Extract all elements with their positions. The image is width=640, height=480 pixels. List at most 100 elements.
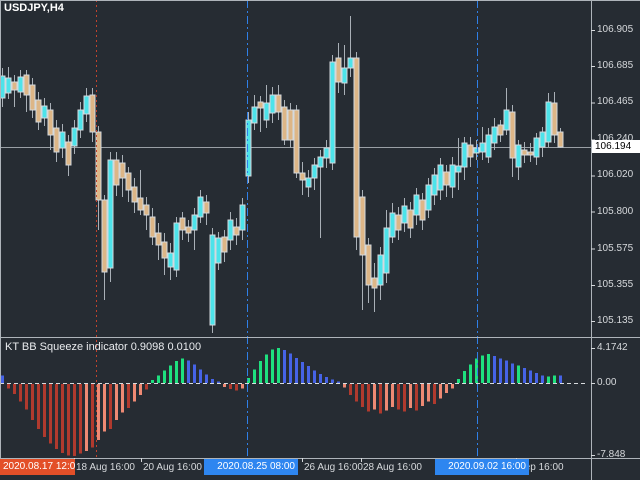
histogram-bar bbox=[37, 384, 40, 429]
histogram-bar bbox=[13, 384, 16, 395]
candle-up bbox=[173, 222, 180, 271]
histogram-bar bbox=[193, 364, 196, 383]
candle-up bbox=[41, 105, 48, 119]
candle-down bbox=[407, 209, 414, 229]
time-badge-blue[interactable]: 2020.09.02 16:00 bbox=[435, 459, 529, 475]
candle-up bbox=[437, 164, 444, 191]
histogram-bar bbox=[433, 384, 436, 405]
candle-up bbox=[503, 109, 510, 131]
histogram-bar bbox=[301, 362, 304, 383]
candle-down bbox=[185, 226, 192, 234]
histogram-bar bbox=[187, 360, 190, 383]
candle-wick bbox=[14, 75, 15, 108]
candle-up bbox=[461, 142, 468, 168]
price-axis-label: 105.800 bbox=[597, 205, 634, 217]
time-badge-blue[interactable]: 2020.08.25 08:00 bbox=[204, 459, 298, 475]
candle-up bbox=[533, 137, 540, 158]
histogram-bar bbox=[319, 373, 322, 383]
histogram-bar bbox=[403, 384, 406, 412]
histogram-bar bbox=[97, 384, 100, 440]
price-axis-label: 106.465 bbox=[597, 96, 634, 108]
candle-up bbox=[239, 204, 246, 231]
histogram-bar bbox=[199, 369, 202, 383]
indicator-label: KT BB Squeeze indicator 0.9098 0.0100 bbox=[5, 341, 202, 353]
candle-down bbox=[521, 149, 528, 156]
candle-up bbox=[389, 212, 396, 238]
histogram-bar bbox=[559, 375, 562, 383]
time-badge-red[interactable]: 2020.08.17 12:00 bbox=[0, 459, 75, 475]
histogram-bar bbox=[439, 384, 442, 399]
histogram-bar bbox=[151, 380, 154, 383]
histogram-bar bbox=[511, 363, 514, 383]
histogram-bar bbox=[181, 358, 184, 383]
candle-down bbox=[221, 236, 228, 253]
histogram-bar bbox=[19, 384, 22, 402]
histogram-bar bbox=[73, 384, 76, 456]
candle-down bbox=[335, 57, 342, 83]
price-axis-label: 106.240 bbox=[597, 133, 634, 145]
candle-down bbox=[365, 244, 372, 286]
candle-down bbox=[299, 172, 306, 181]
histogram-bar bbox=[247, 377, 250, 383]
histogram-bar bbox=[103, 384, 106, 432]
candle-wick bbox=[260, 96, 261, 133]
histogram-bar bbox=[115, 384, 118, 420]
time-scale[interactable]: 18 Aug 16:00 20 Aug 16:00 26 Aug 16:00 28 A… bbox=[0, 459, 640, 480]
histogram-bar bbox=[145, 384, 148, 390]
histogram-bar bbox=[529, 370, 532, 383]
candle-up bbox=[71, 127, 78, 147]
candle-up bbox=[311, 164, 318, 179]
candle-up bbox=[425, 184, 432, 211]
histogram-bar bbox=[385, 384, 388, 411]
histogram-bar bbox=[391, 384, 394, 407]
histogram-bar bbox=[235, 384, 238, 391]
candle-down bbox=[551, 102, 558, 136]
price-axis-label: 105.575 bbox=[597, 242, 634, 254]
candle-up bbox=[401, 205, 408, 224]
candle-up bbox=[269, 94, 276, 114]
candle-down bbox=[359, 196, 366, 256]
histogram-bar bbox=[55, 384, 58, 450]
histogram-bar bbox=[451, 384, 454, 389]
candle-up bbox=[83, 95, 90, 115]
candle-up bbox=[191, 214, 198, 231]
histogram-bar bbox=[289, 353, 292, 383]
time-axis-label: 26 Aug 16:00 bbox=[304, 462, 363, 473]
candle-down bbox=[281, 106, 288, 141]
histogram-bar bbox=[175, 361, 178, 383]
indicator-axis-label: 4.1742 bbox=[597, 342, 628, 353]
candle-up bbox=[0, 75, 6, 99]
histogram-bar bbox=[205, 374, 208, 383]
candle-down bbox=[419, 199, 426, 221]
histogram-bar bbox=[547, 376, 550, 383]
current-price-value: 106.194 bbox=[595, 141, 632, 152]
histogram-bar bbox=[361, 384, 364, 407]
candle-down bbox=[89, 94, 96, 133]
histogram-bar bbox=[355, 384, 358, 402]
histogram-bar bbox=[445, 384, 448, 394]
histogram-bar bbox=[523, 367, 526, 383]
candle-down bbox=[53, 127, 60, 153]
candle-down bbox=[509, 111, 516, 159]
candle-down bbox=[125, 172, 132, 191]
histogram-bar bbox=[475, 358, 478, 383]
candle-down bbox=[275, 94, 282, 113]
histogram-bar bbox=[295, 357, 298, 383]
candle-up bbox=[515, 144, 522, 168]
candle-down bbox=[131, 186, 138, 203]
histogram-bar bbox=[49, 384, 52, 444]
histogram-bar bbox=[67, 384, 70, 456]
histogram-bar bbox=[469, 364, 472, 383]
candle-down bbox=[149, 216, 156, 238]
histogram-bar bbox=[211, 378, 214, 383]
candle-down bbox=[443, 171, 450, 186]
candle-up bbox=[347, 57, 354, 69]
histogram-bar bbox=[349, 384, 352, 396]
histogram-bar bbox=[157, 375, 160, 383]
histogram-bar bbox=[421, 384, 424, 407]
candle-wick bbox=[320, 150, 321, 239]
candle-down bbox=[527, 151, 534, 156]
candle-down bbox=[257, 101, 264, 109]
candle-up bbox=[17, 76, 24, 93]
